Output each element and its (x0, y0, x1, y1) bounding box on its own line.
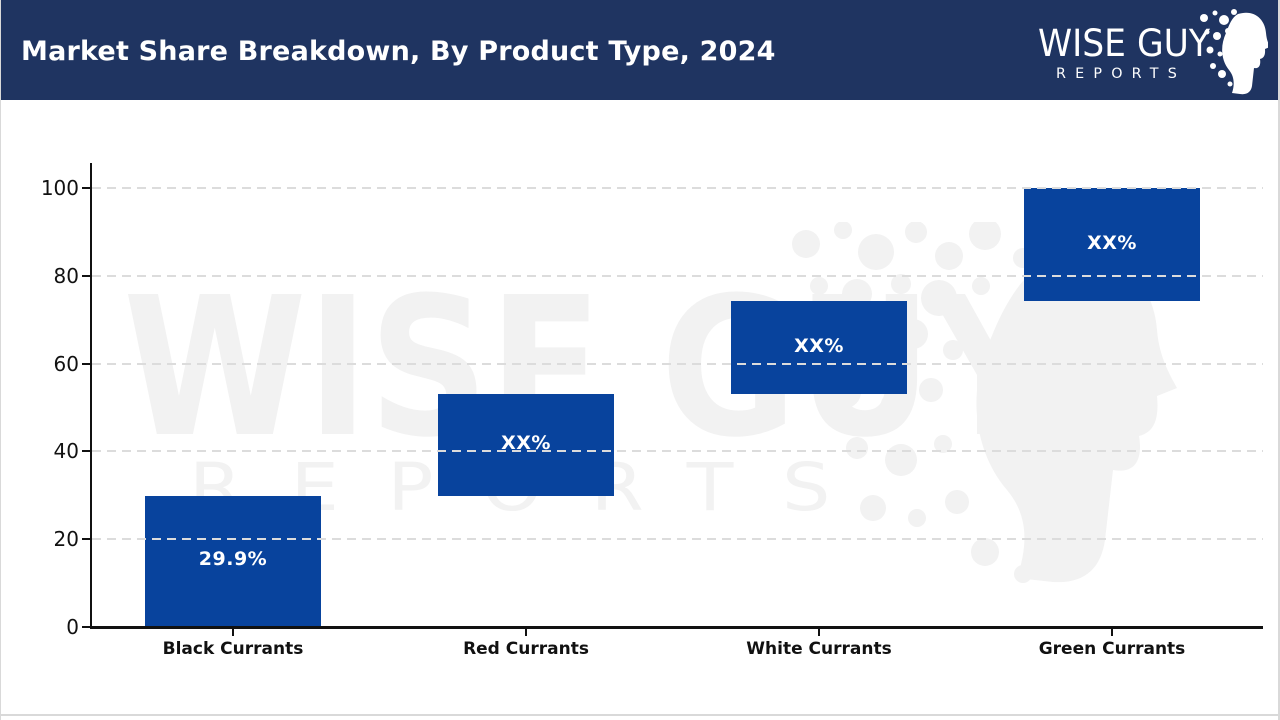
bar-value-label: XX% (1087, 231, 1137, 254)
bottom-border-line (1, 714, 1278, 716)
gridline-40 (92, 450, 1263, 453)
x-axis-category-label: White Currants (746, 639, 892, 659)
gridline-80 (92, 274, 1263, 277)
y-axis-tick-label: 0 (66, 615, 79, 639)
bar-value-label: XX% (501, 432, 551, 455)
y-axis-tick-mark (82, 362, 90, 365)
y-axis-tick-label: 20 (53, 527, 79, 552)
x-axis-category-label: Red Currants (463, 639, 589, 659)
bar-value-label: XX% (794, 334, 844, 357)
x-axis-tick-mark (232, 629, 234, 636)
bar-segment-2 (438, 394, 614, 496)
x-axis-line (90, 626, 1263, 629)
bar-segment-1 (145, 495, 321, 627)
y-axis-tick-mark (82, 274, 90, 277)
y-axis-tick-label: 60 (53, 351, 79, 376)
y-axis-tick-mark (82, 450, 90, 453)
gridline-100 (92, 187, 1263, 190)
x-axis-category-label: Black Currants (162, 639, 304, 659)
gridline-20 (92, 538, 1263, 541)
y-axis-tick-label: 40 (53, 439, 79, 464)
y-axis-tick-mark (82, 187, 90, 190)
logo-wordmark: WISE GUY (1038, 22, 1210, 65)
bar-value-label: 29.9% (198, 548, 268, 571)
x-axis-category-label: Green Currants (1038, 639, 1186, 659)
y-axis-tick-label: 100 (40, 176, 79, 201)
y-axis-tick-label: 80 (53, 263, 79, 288)
x-axis-tick-mark (818, 629, 820, 636)
y-axis-tick-mark (82, 626, 90, 628)
logo-head-dots-icon (1200, 9, 1268, 95)
wise-guy-reports-logo: WISE GUY REPORTS (1038, 9, 1268, 95)
header-band: Market Share Breakdown, By Product Type,… (1, 0, 1278, 100)
y-axis-line (90, 163, 92, 629)
gridline-60 (92, 362, 1263, 365)
bar-segment-3 (731, 301, 907, 395)
watermark-head-dots-icon (792, 222, 1177, 583)
y-axis-tick-mark (82, 538, 90, 541)
chart-title: Market Share Breakdown, By Product Type,… (21, 36, 776, 67)
x-axis-tick-mark (525, 629, 527, 636)
logo-subtext: REPORTS (1056, 66, 1186, 82)
x-axis-tick-mark (1111, 629, 1113, 636)
bar-segment-4 (1024, 188, 1200, 302)
